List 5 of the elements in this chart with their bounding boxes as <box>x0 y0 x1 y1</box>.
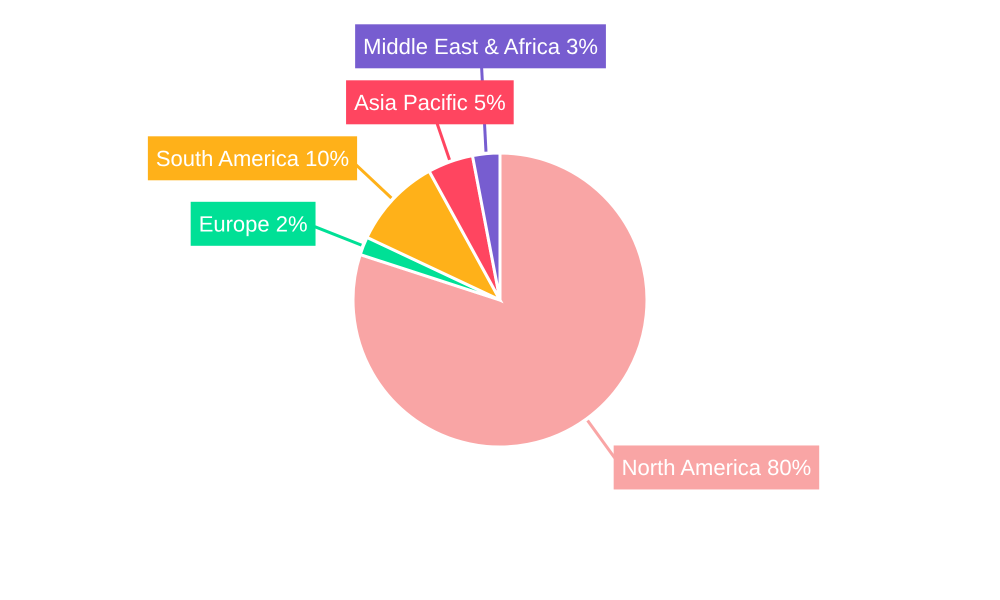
slice-label: Europe 2% <box>198 212 308 236</box>
slice-label: Asia Pacific 5% <box>354 90 506 115</box>
slice-label: Middle East & Africa 3% <box>363 34 598 59</box>
slice-label: South America 10% <box>156 146 350 171</box>
slice-label: North America 80% <box>622 455 812 480</box>
